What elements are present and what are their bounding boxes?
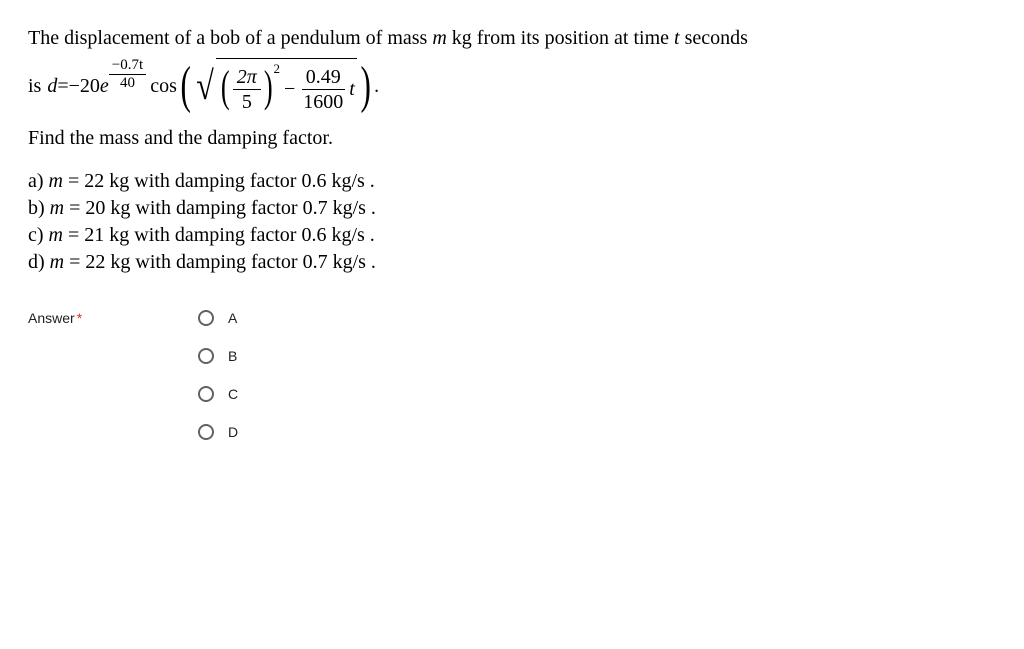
euler-e: e [100,75,109,98]
radio-c-text: C [228,386,238,402]
option-a: a) m = 22 kg with damping factor 0.6 kg/… [28,170,996,193]
inner-fraction: 2π 5 [233,65,261,114]
option-c: c) m = 21 kg with damping factor 0.6 kg/… [28,224,996,247]
opt-b-rest: with damping factor 0.7 kg/s . [135,197,376,219]
radio-a-text: A [228,310,237,326]
problem-statement: The displacement of a bob of a pendulum … [28,24,996,52]
radio-row-c[interactable]: C [198,386,238,402]
opt-c-mval: = 21 kg [63,224,134,246]
opt-d-mval: = 22 kg [64,251,135,273]
opt-a-label: a) [28,170,49,192]
radio-row-b[interactable]: B [198,348,238,364]
radio-d-text: D [228,424,238,440]
opt-a-mval: = 22 kg [63,170,134,192]
lead-is: is [28,75,41,98]
right-frac-den: 1600 [299,90,347,114]
radio-d[interactable] [198,424,214,440]
find-text: Find the mass and the damping factor. [28,124,996,152]
sqrt-sign: √ [196,66,214,106]
intro-tail: seconds [680,27,748,49]
sqrt-block: √ ( 2π 5 ) 2 − 0.49 1600 [194,58,357,114]
equation-line: is d = −20 e −0.7t 40 cos ( √ ( 2π 5 [28,58,996,114]
opt-d-rest: with damping factor 0.7 kg/s . [135,251,376,273]
lhs-d: d [47,75,57,98]
opt-d-m: m [50,251,64,273]
right-frac-num: 0.49 [302,65,345,90]
opt-b-mval: = 20 kg [64,197,135,219]
radio-list: A B C D [198,310,238,440]
opt-a-rest: with damping factor 0.6 kg/s . [134,170,375,192]
equals: = [57,75,68,98]
opt-a-m: m [49,170,63,192]
radio-row-d[interactable]: D [198,424,238,440]
option-d: d) m = 22 kg with damping factor 0.7 kg/… [28,251,996,274]
coef: −20 [69,75,100,98]
right-big-paren: ) [360,60,370,112]
left-big-paren: ( [180,60,190,112]
minus: − [280,78,299,101]
opt-d-label: d) [28,251,50,273]
radio-b[interactable] [198,348,214,364]
answer-label: Answer* [28,310,198,326]
radio-a[interactable] [198,310,214,326]
exp-num: −0.7t [109,58,146,75]
outer-paren: ( √ ( 2π 5 ) 2 − 0.49 [177,58,374,114]
required-star: * [77,310,82,326]
intro-text: The displacement of a bob of a pendulum … [28,27,432,49]
radio-b-text: B [228,348,237,364]
option-b: b) m = 20 kg with damping factor 0.7 kg/… [28,197,996,220]
intro-unit: kg from its position at time [447,27,674,49]
answer-block: Answer* A B C D [28,310,996,440]
opt-c-rest: with damping factor 0.6 kg/s . [134,224,375,246]
opt-c-m: m [49,224,63,246]
period: . [374,75,379,98]
cos: cos [150,75,177,98]
right-fraction: 0.49 1600 [299,65,347,114]
options-list: a) m = 22 kg with damping factor 0.6 kg/… [28,170,996,274]
trailing-t: t [349,78,355,101]
mass-variable: m [432,27,446,49]
exponent-fraction: −0.7t 40 [109,58,146,91]
inner-right-paren: ) [264,65,273,109]
opt-b-label: b) [28,197,50,219]
opt-c-label: c) [28,224,49,246]
inner-square-exp: 2 [273,61,280,77]
inner-left-paren: ( [221,65,230,109]
exp-den: 40 [117,75,138,91]
inner-frac-num: 2π [233,65,261,90]
opt-b-m: m [50,197,64,219]
inner-frac-den: 5 [238,90,256,114]
radio-c[interactable] [198,386,214,402]
radio-row-a[interactable]: A [198,310,238,326]
answer-label-text: Answer [28,310,75,326]
